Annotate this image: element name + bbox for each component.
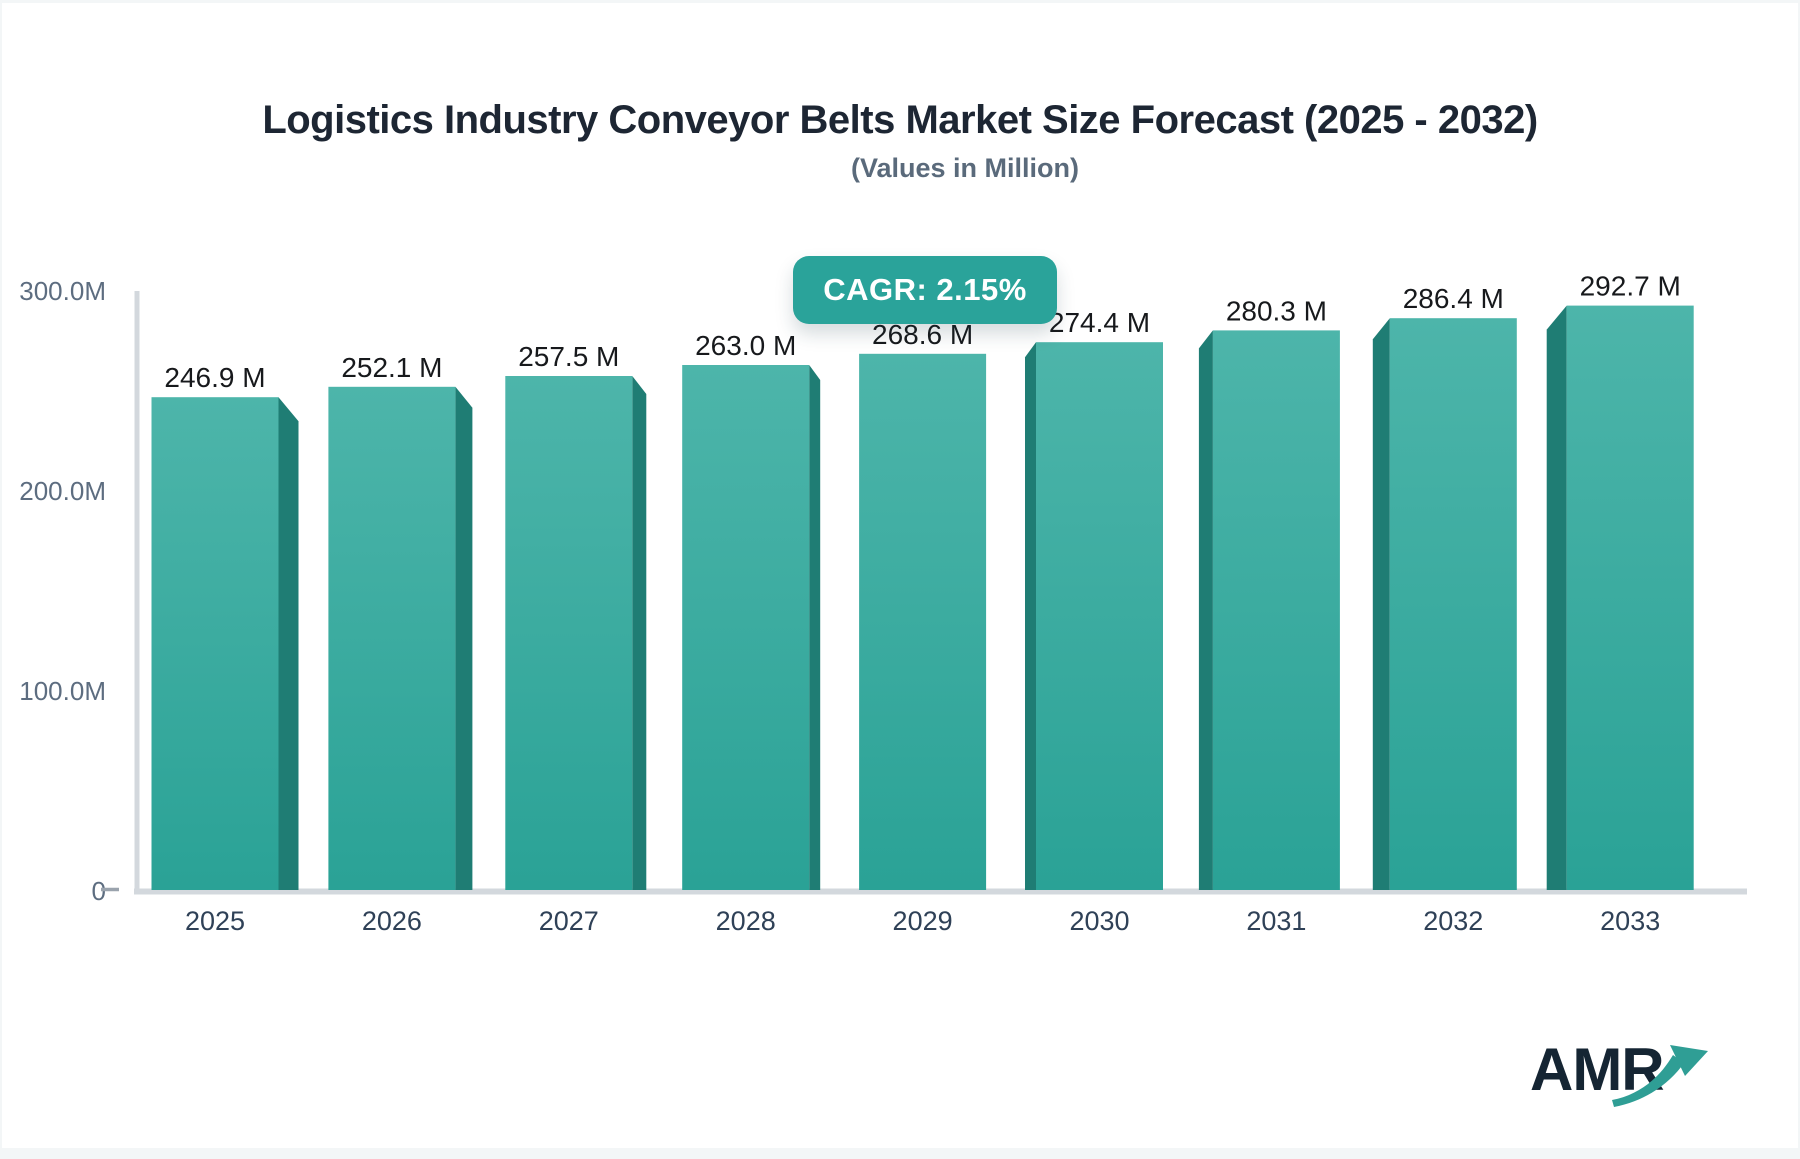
x-category-label: 2027 bbox=[539, 906, 599, 936]
bar-value-label: 246.9 M bbox=[164, 362, 265, 393]
x-category-label: 2030 bbox=[1069, 906, 1129, 936]
bar-side-facet bbox=[455, 386, 473, 890]
x-category-label: 2031 bbox=[1246, 906, 1306, 936]
bar-side-facet bbox=[1198, 330, 1213, 890]
bar-side-facet bbox=[1372, 318, 1390, 890]
bar-side-facet bbox=[1025, 342, 1036, 890]
bar bbox=[859, 353, 987, 890]
bar-value-label: 286.4 M bbox=[1403, 283, 1504, 314]
x-category-label: 2028 bbox=[716, 906, 776, 936]
logo-arrow-icon bbox=[1612, 1045, 1708, 1107]
bar bbox=[682, 365, 810, 890]
x-category-label: 2026 bbox=[362, 906, 422, 936]
bar-side-facet bbox=[1546, 305, 1567, 891]
bar-value-label: 252.1 M bbox=[341, 352, 442, 383]
bar-chart-svg: 300.0M 200.0M 100.0M 0 246.9 M 2025 252.1 M 202… bbox=[19, 271, 1747, 936]
bar-side-facet bbox=[278, 397, 299, 890]
x-category-label: 2032 bbox=[1423, 906, 1483, 936]
bar-value-label: 257.5 M bbox=[518, 341, 619, 372]
bar bbox=[1212, 330, 1340, 890]
bar bbox=[505, 376, 633, 890]
bar bbox=[151, 397, 279, 890]
bar bbox=[1389, 318, 1517, 890]
y-tick-label: 100.0M bbox=[19, 676, 106, 706]
amr-logo: AMR bbox=[1530, 1035, 1720, 1119]
bar-value-label: 280.3 M bbox=[1226, 295, 1327, 326]
x-category-label: 2033 bbox=[1600, 906, 1660, 936]
bar bbox=[328, 386, 456, 890]
bar-side-facet bbox=[632, 376, 647, 890]
bar bbox=[1566, 305, 1694, 891]
cagr-badge: CAGR: 2.15% bbox=[793, 256, 1057, 324]
bar bbox=[1036, 342, 1163, 890]
bar-value-label: 274.4 M bbox=[1049, 307, 1150, 338]
bar-value-label: 263.0 M bbox=[695, 330, 796, 361]
cagr-label: CAGR: 2.15% bbox=[823, 272, 1027, 307]
bar-value-label: 292.7 M bbox=[1580, 271, 1681, 302]
x-category-label: 2029 bbox=[893, 906, 953, 936]
chart-title: Logistics Industry Conveyor Belts Market… bbox=[262, 98, 1538, 142]
y-tick-label: 300.0M bbox=[19, 276, 106, 306]
x-category-label: 2025 bbox=[185, 906, 245, 936]
y-tick-label: 0 bbox=[92, 876, 106, 906]
bar-side-facet bbox=[809, 365, 821, 890]
chart-card: Logistics Industry Conveyor Belts Market… bbox=[2, 3, 1798, 1148]
chart-subtitle: (Values in Million) bbox=[850, 153, 1080, 183]
y-tick-label: 200.0M bbox=[19, 476, 106, 506]
